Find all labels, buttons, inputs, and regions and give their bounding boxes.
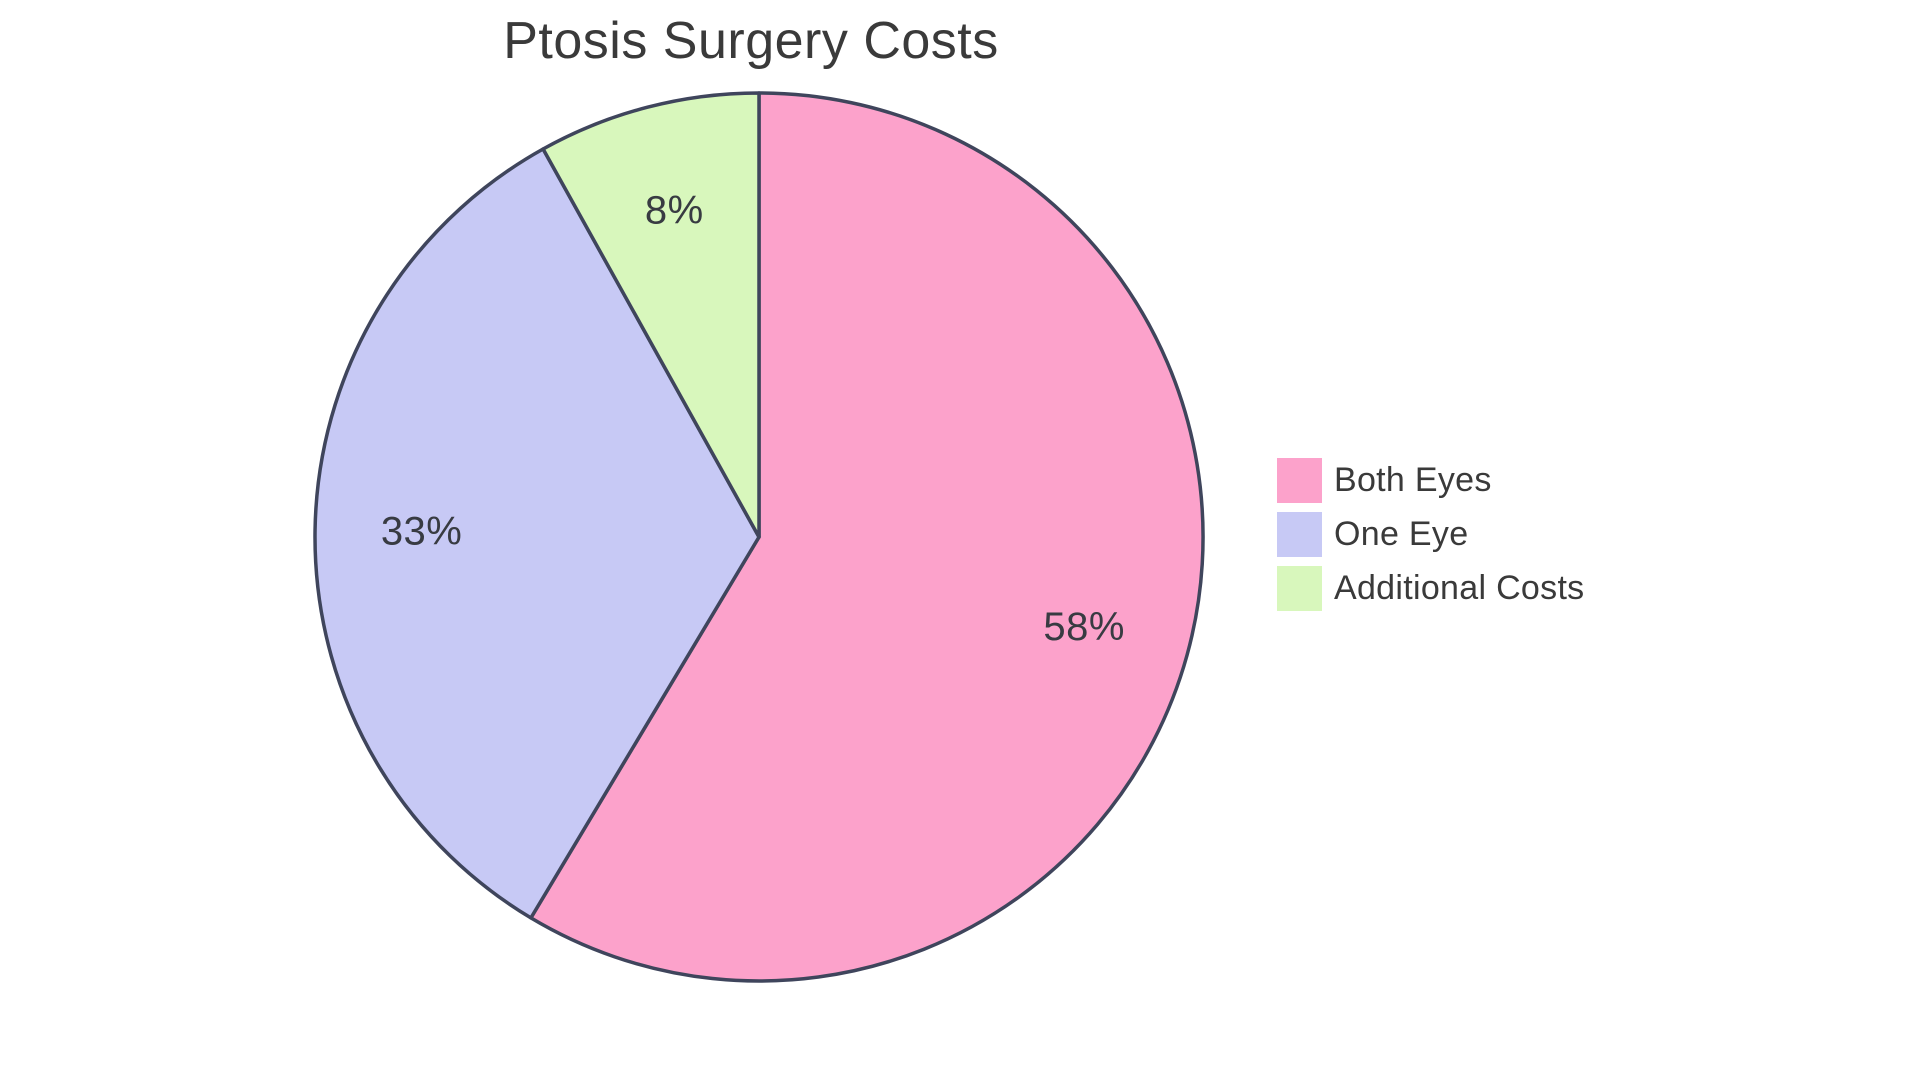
legend-label: Both Eyes [1334, 461, 1492, 499]
legend-item-both-eyes[interactable]: Both Eyes [1277, 458, 1585, 503]
slice-label-both-eyes: 58% [1043, 605, 1125, 649]
legend-swatch-both-eyes [1277, 458, 1322, 503]
chart-title: Ptosis Surgery Costs [503, 12, 999, 70]
legend-item-additional-costs[interactable]: Additional Costs [1277, 566, 1585, 611]
pie-slice-both-eyes[interactable] [529, 91, 1205, 983]
slice-label-additional-costs: 8% [645, 188, 704, 232]
legend-label: One Eye [1334, 515, 1469, 553]
slice-label-one-eye: 33% [381, 510, 463, 554]
pie-slice-one-eye[interactable] [313, 147, 761, 920]
legend-swatch-additional-costs [1277, 566, 1322, 611]
pie-slices [313, 91, 1205, 983]
legend: Both Eyes One Eye Additional Costs [1277, 458, 1585, 611]
pie-slice-labels: 58% 33% 8% [381, 188, 1125, 649]
pie-slice-additional-costs[interactable] [541, 91, 761, 539]
legend-swatch-one-eye [1277, 512, 1322, 557]
legend-item-one-eye[interactable]: One Eye [1277, 512, 1585, 557]
legend-label: Additional Costs [1334, 569, 1585, 607]
